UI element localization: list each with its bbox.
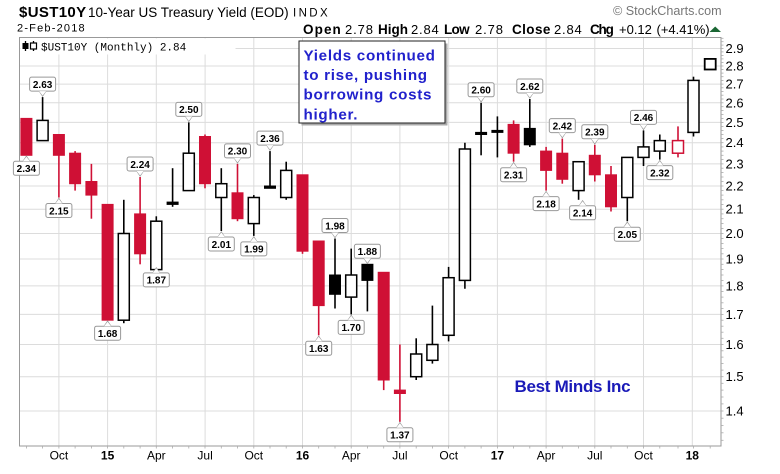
svg-text:Low: Low (444, 22, 470, 37)
svg-text:2.34: 2.34 (17, 164, 37, 175)
svg-text:2.7: 2.7 (726, 77, 744, 92)
svg-text:2.63: 2.63 (33, 80, 53, 91)
svg-text:$UST10Y: $UST10Y (19, 4, 86, 21)
svg-text:Apr: Apr (147, 449, 166, 463)
svg-text:15: 15 (101, 449, 115, 463)
svg-text:1.5: 1.5 (726, 369, 744, 384)
svg-text:2.14: 2.14 (573, 209, 593, 220)
svg-text:Best Minds Inc: Best Minds Inc (515, 377, 631, 396)
svg-text:2.0: 2.0 (726, 226, 744, 241)
svg-text:to rise, pushing: to rise, pushing (304, 67, 428, 84)
svg-text:2.78: 2.78 (345, 22, 374, 37)
svg-text:2.15: 2.15 (49, 206, 69, 217)
svg-text:2.01: 2.01 (212, 240, 232, 251)
svg-text:Oct: Oct (50, 449, 69, 463)
svg-text:2.84: 2.84 (411, 22, 440, 37)
svg-text:2.2: 2.2 (726, 179, 744, 194)
svg-text:2.84: 2.84 (554, 22, 583, 37)
svg-text:Oct: Oct (634, 449, 653, 463)
svg-text:1.70: 1.70 (341, 323, 361, 334)
svg-text:Jul: Jul (197, 449, 212, 463)
svg-text:2.9: 2.9 (726, 41, 744, 56)
svg-text:Jul: Jul (392, 449, 407, 463)
svg-text:+0.12: +0.12 (619, 22, 652, 37)
svg-text:10-Year US Treasury Yield (EOD: 10-Year US Treasury Yield (EOD) (88, 5, 289, 20)
svg-text:1.6: 1.6 (726, 337, 744, 352)
svg-text:1.8: 1.8 (726, 278, 744, 293)
svg-text:2.18: 2.18 (536, 199, 556, 210)
svg-text:Apr: Apr (342, 449, 361, 463)
svg-text:© StockCharts.com: © StockCharts.com (613, 4, 722, 18)
svg-text:2.24: 2.24 (130, 160, 150, 171)
svg-text:1.88: 1.88 (358, 247, 378, 258)
svg-text:2.39: 2.39 (585, 128, 605, 139)
svg-text:2.5: 2.5 (726, 115, 744, 130)
svg-text:1.7: 1.7 (726, 307, 744, 322)
svg-text:16: 16 (296, 449, 310, 463)
svg-text:2.30: 2.30 (228, 147, 248, 158)
svg-text:2.50: 2.50 (179, 105, 199, 116)
svg-text:1.98: 1.98 (325, 221, 345, 232)
svg-text:2.8: 2.8 (726, 59, 744, 74)
svg-text:$UST10Y (Monthly) 2.84: $UST10Y (Monthly) 2.84 (41, 43, 187, 55)
svg-text:2.46: 2.46 (634, 113, 654, 124)
svg-text:2-Feb-2018: 2-Feb-2018 (17, 23, 86, 35)
svg-text:2.05: 2.05 (618, 230, 638, 241)
svg-text:2.60: 2.60 (471, 86, 491, 97)
svg-text:High: High (378, 22, 408, 37)
svg-text:1.63: 1.63 (309, 344, 329, 355)
svg-text:18: 18 (686, 449, 700, 463)
svg-text:1.9: 1.9 (726, 252, 744, 267)
svg-text:1.87: 1.87 (147, 276, 167, 287)
svg-text:2.42: 2.42 (553, 121, 573, 132)
svg-text:Open: Open (303, 22, 342, 37)
svg-text:2.62: 2.62 (520, 82, 540, 93)
svg-text:2.31: 2.31 (504, 171, 524, 182)
svg-text:INDX: INDX (293, 8, 330, 20)
svg-text:Yields continued: Yields continued (304, 48, 436, 65)
svg-text:(+4.41%): (+4.41%) (657, 22, 710, 37)
svg-text:2.4: 2.4 (726, 135, 744, 150)
svg-text:2.36: 2.36 (260, 134, 280, 145)
svg-text:Chg: Chg (590, 22, 614, 37)
svg-text:2.32: 2.32 (650, 168, 670, 179)
svg-text:Jul: Jul (587, 449, 602, 463)
svg-text:borrowing costs: borrowing costs (304, 87, 433, 104)
svg-text:Oct: Oct (244, 449, 263, 463)
svg-text:Close: Close (512, 22, 551, 37)
svg-text:Oct: Oct (439, 449, 458, 463)
svg-text:1.99: 1.99 (244, 245, 264, 256)
svg-text:2.1: 2.1 (726, 202, 744, 217)
svg-text:2.3: 2.3 (726, 156, 744, 171)
svg-text:higher.: higher. (304, 106, 359, 123)
svg-text:2.78: 2.78 (475, 22, 504, 37)
svg-text:1.37: 1.37 (390, 431, 410, 442)
svg-text:17: 17 (491, 449, 505, 463)
svg-text:Apr: Apr (537, 449, 556, 463)
svg-text:1.68: 1.68 (98, 329, 118, 340)
svg-text:1.4: 1.4 (726, 404, 744, 419)
svg-text:2.6: 2.6 (726, 95, 744, 110)
